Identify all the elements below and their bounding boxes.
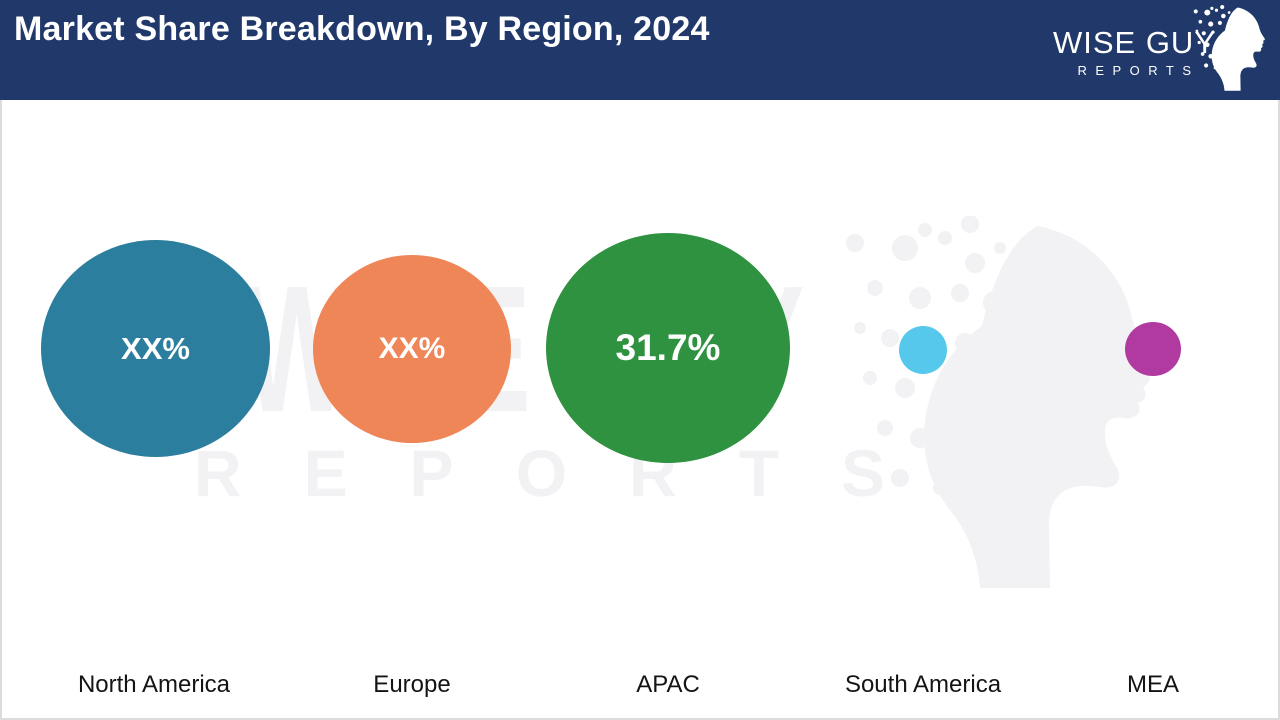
bubble-chart: WISE GUY REPORTS XX% XX% 31.7% North Ame… — [0, 100, 1280, 720]
bubble-north-america: XX% — [41, 240, 270, 457]
watermark-subtitle: REPORTS — [194, 436, 948, 510]
bubble-value-north-america: XX% — [121, 330, 190, 366]
region-label-europe: Europe — [373, 671, 451, 698]
page-title: Market Share Breakdown, By Region, 2024 — [14, 10, 710, 48]
region-label-apac: APAC — [636, 671, 700, 698]
region-label-north-america: North America — [77, 671, 231, 698]
region-label-mea: MEA — [1126, 671, 1180, 698]
logo-subtitle: REPORTS — [1077, 62, 1200, 78]
wiseguy-head-icon — [1193, 4, 1265, 91]
bubble-value-apac: 31.7% — [615, 327, 721, 368]
bubble-value-europe: XX% — [378, 332, 446, 365]
bubble-south-america — [899, 326, 947, 374]
bubble-mea — [1125, 322, 1181, 376]
head-silhouette-watermark — [846, 216, 1156, 588]
bubble-apac: 31.7% — [546, 233, 790, 463]
region-label-south-america: South America — [844, 671, 1002, 698]
logo-wordmark: WISE GUY — [1052, 24, 1216, 60]
header-bar: Market Share Breakdown, By Region, 2024 … — [0, 0, 1280, 100]
wiseguy-logo: WISE GUY REPORTS — [1053, 4, 1274, 92]
bubble-europe: XX% — [313, 255, 511, 443]
logo-text: WISE GUY REPORTS — [1053, 25, 1216, 78]
